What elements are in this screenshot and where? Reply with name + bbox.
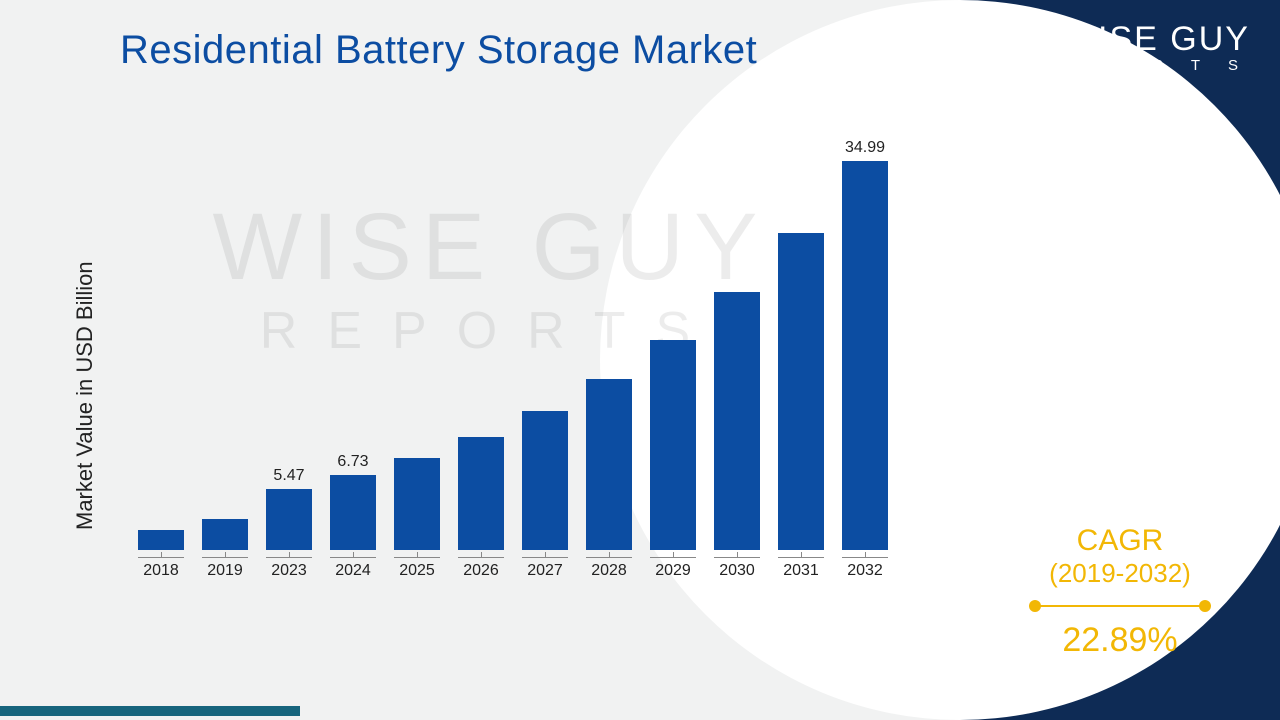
x-tick: 2032 — [842, 557, 888, 580]
bar — [458, 437, 504, 550]
bar — [330, 475, 376, 550]
bar-2030 — [714, 270, 760, 550]
y-axis-label: Market Value in USD Billion — [72, 261, 98, 530]
cagr-block: CAGR (2019-2032) 22.89% — [1000, 524, 1240, 660]
brand-line2: R E P O R T S — [997, 57, 1250, 74]
bar-2026 — [458, 415, 504, 550]
bar — [522, 411, 568, 550]
bar-2025 — [394, 436, 440, 550]
x-tick: 2019 — [202, 557, 248, 580]
bars-container: 5.476.7334.99 — [138, 150, 910, 550]
x-tick: 2031 — [778, 557, 824, 580]
bar-2031 — [778, 211, 824, 550]
bar-2028 — [586, 357, 632, 550]
bar — [394, 458, 440, 550]
cagr-value: 22.89% — [1000, 621, 1240, 660]
bottom-rule — [0, 706, 300, 716]
bar-2024: 6.73 — [330, 453, 376, 550]
x-tick: 2023 — [266, 557, 312, 580]
x-axis: 2018 2019 2023 2024 2025 2026 2027 2028 2029 2030… — [138, 557, 910, 580]
bar — [138, 530, 184, 550]
bar — [650, 340, 696, 550]
cagr-range: (2019-2032) — [1000, 558, 1240, 589]
x-tick: 2018 — [138, 557, 184, 580]
bar — [714, 292, 760, 550]
cagr-label: CAGR — [1000, 524, 1240, 558]
bar — [778, 233, 824, 550]
chart-title: Residential Battery Storage Market — [120, 28, 757, 73]
cagr-separator — [1035, 605, 1205, 607]
bar-2023: 5.47 — [266, 467, 312, 550]
x-tick: 2026 — [458, 557, 504, 580]
chart-area: Market Value in USD Billion 5.476.7334.9… — [50, 150, 910, 580]
bar — [266, 489, 312, 550]
brand-line1: WISE GUY — [997, 20, 1250, 59]
bar-2018 — [138, 508, 184, 550]
infographic-stage: Residential Battery Storage Market WISE … — [0, 0, 1280, 720]
bar-value-label: 6.73 — [337, 453, 368, 471]
brand-block: WISE GUY R E P O R T S — [997, 20, 1250, 74]
bar — [586, 379, 632, 550]
x-tick: 2030 — [714, 557, 760, 580]
x-tick: 2024 — [330, 557, 376, 580]
x-tick: 2027 — [522, 557, 568, 580]
bar-2032: 34.99 — [842, 139, 888, 550]
bar-2019 — [202, 497, 248, 550]
x-tick: 2025 — [394, 557, 440, 580]
bar-value-label: 5.47 — [273, 467, 304, 485]
x-tick: 2029 — [650, 557, 696, 580]
x-tick: 2028 — [586, 557, 632, 580]
bar — [842, 161, 888, 550]
bar-value-label: 34.99 — [845, 139, 885, 157]
bar-2029 — [650, 318, 696, 550]
bar-2027 — [522, 389, 568, 550]
bar — [202, 519, 248, 550]
